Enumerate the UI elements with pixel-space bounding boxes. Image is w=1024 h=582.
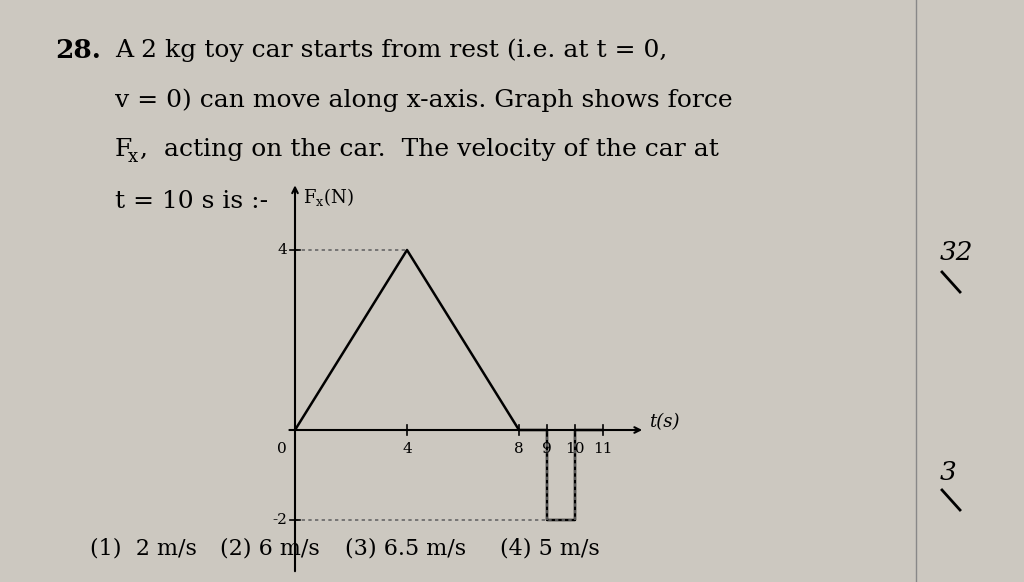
Text: (3) 6.5 m/s: (3) 6.5 m/s bbox=[345, 538, 466, 560]
Text: v = 0) can move along x-axis. Graph shows force: v = 0) can move along x-axis. Graph show… bbox=[115, 88, 732, 112]
Text: 8: 8 bbox=[514, 442, 524, 456]
Text: t(s): t(s) bbox=[649, 413, 680, 431]
Text: 3: 3 bbox=[940, 460, 956, 485]
Text: 11: 11 bbox=[593, 442, 612, 456]
Text: (1)  2 m/s: (1) 2 m/s bbox=[90, 538, 197, 560]
Text: 0: 0 bbox=[278, 442, 287, 456]
Text: 28.: 28. bbox=[55, 38, 101, 63]
Text: 4: 4 bbox=[402, 442, 412, 456]
Text: 4: 4 bbox=[278, 243, 287, 257]
Text: t = 10 s is :-: t = 10 s is :- bbox=[115, 190, 268, 213]
Text: x: x bbox=[128, 148, 138, 166]
Text: -2: -2 bbox=[272, 513, 287, 527]
Text: A 2 kg toy car starts from rest (i.e. at t = 0,: A 2 kg toy car starts from rest (i.e. at… bbox=[115, 38, 668, 62]
Text: (2) 6 m/s: (2) 6 m/s bbox=[220, 538, 319, 560]
Text: 10: 10 bbox=[565, 442, 585, 456]
Text: (4) 5 m/s: (4) 5 m/s bbox=[500, 538, 600, 560]
Text: ,  acting on the car.  The velocity of the car at: , acting on the car. The velocity of the… bbox=[140, 138, 719, 161]
Text: $\mathregular{F_x}$(N): $\mathregular{F_x}$(N) bbox=[303, 186, 353, 208]
Text: F: F bbox=[115, 138, 132, 161]
Text: 9: 9 bbox=[542, 442, 552, 456]
Text: 32: 32 bbox=[940, 240, 974, 265]
